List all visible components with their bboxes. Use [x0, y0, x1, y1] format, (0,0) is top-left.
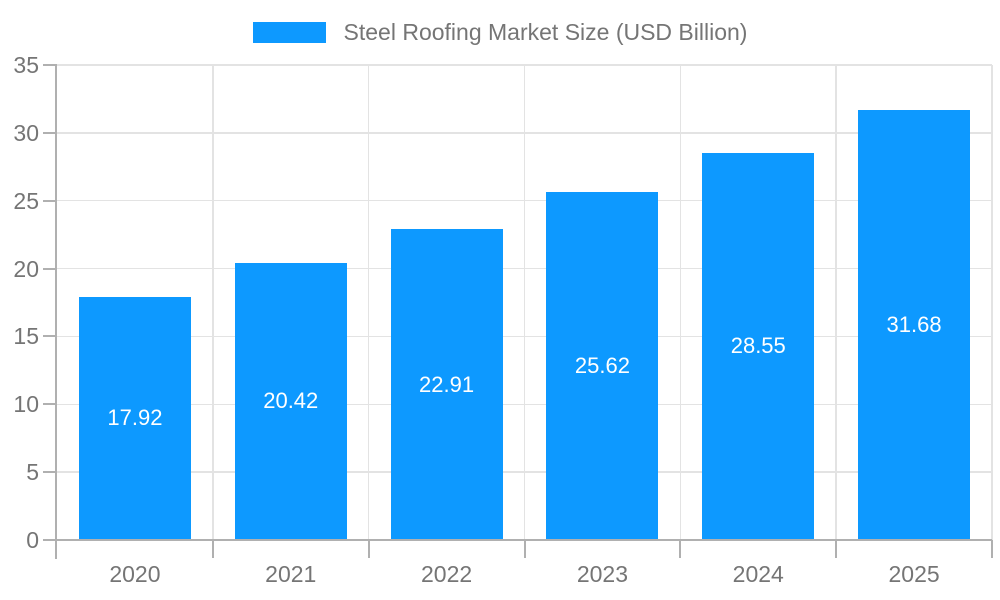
y-axis-tick [43, 199, 57, 202]
y-axis-line [55, 65, 57, 559]
gridline-vertical [523, 65, 526, 540]
x-axis-label: 2021 [265, 561, 317, 587]
y-axis-tick [43, 471, 57, 474]
x-axis-tick [211, 540, 214, 558]
bar[interactable] [234, 262, 347, 540]
gridline-vertical [212, 65, 214, 540]
y-axis-label: 35 [13, 52, 39, 78]
gridline-vertical [991, 65, 993, 540]
bar-value-label: 25.62 [574, 353, 630, 379]
bar[interactable] [858, 110, 971, 540]
y-axis-label: 0 [26, 527, 39, 553]
y-axis-label: 5 [26, 459, 39, 486]
bar-value-label: 28.55 [730, 333, 786, 359]
x-axis-tick [679, 540, 682, 558]
x-axis-label: 2023 [576, 561, 628, 587]
bar[interactable] [702, 152, 815, 540]
gridline-vertical [367, 65, 370, 540]
x-axis-tick [523, 540, 526, 558]
y-axis-tick [43, 131, 57, 134]
y-axis-tick [43, 267, 57, 270]
gridline-vertical [835, 65, 837, 540]
x-axis-tick [367, 540, 370, 558]
y-axis-tick [43, 403, 57, 406]
legend-label: Steel Roofing Market Size (USD Billion) [343, 19, 748, 45]
x-axis-tick [991, 540, 993, 558]
bar-value-label: 22.91 [419, 371, 475, 397]
y-axis-label: 15 [13, 323, 39, 350]
x-axis-tick [835, 540, 838, 558]
y-axis-tick [43, 539, 57, 541]
bar[interactable] [78, 296, 191, 540]
legend-item[interactable]: Steel Roofing Market Size (USD Billion) [0, 19, 1000, 45]
y-axis-label: 10 [13, 391, 39, 418]
x-axis-label: 2020 [109, 561, 161, 587]
bar[interactable] [546, 192, 659, 540]
x-axis-label: 2024 [732, 561, 784, 587]
x-axis-label: 2022 [420, 561, 473, 587]
gridline-vertical [679, 65, 682, 540]
y-axis-label: 30 [13, 119, 39, 146]
y-axis-tick [43, 64, 57, 66]
bar[interactable] [390, 229, 503, 540]
y-axis-tick [43, 335, 57, 338]
bar-value-label: 20.42 [263, 388, 319, 414]
bar-value-label: 17.92 [107, 405, 163, 431]
legend-swatch [252, 21, 326, 43]
bar-value-label: 31.68 [886, 312, 942, 338]
x-axis-label: 2025 [888, 561, 940, 587]
y-axis-label: 20 [13, 255, 39, 282]
y-axis-label: 25 [13, 187, 39, 214]
